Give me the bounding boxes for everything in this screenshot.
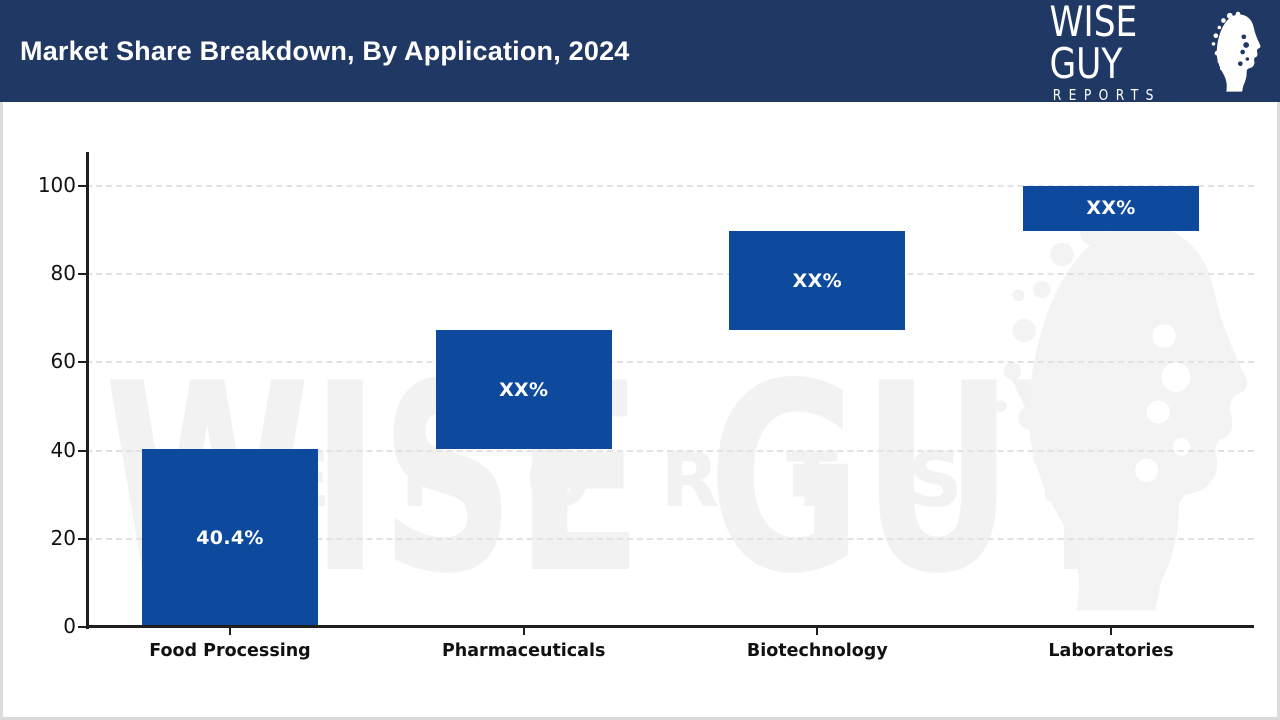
bar-food-processing: 40.4%	[142, 448, 318, 627]
bar-value-label-biotechnology: XX%	[792, 269, 842, 292]
y-axis-tick-20	[78, 537, 86, 540]
y-axis-tick-80	[78, 273, 86, 276]
y-axis-tick-label-0: 0	[63, 614, 76, 638]
gridline-80	[86, 273, 1254, 276]
bar-value-label-laboratories: XX%	[1086, 197, 1136, 220]
bar-laboratories: XX%	[1023, 186, 1199, 231]
bar-value-label-food-processing: 40.4%	[196, 526, 264, 549]
y-axis-tick-40	[78, 449, 86, 452]
y-axis-tick-label-40: 40	[50, 437, 76, 462]
figure-border	[0, 102, 1280, 720]
x-axis-label-laboratories: Laboratories	[1048, 641, 1174, 661]
y-axis-line	[86, 152, 89, 629]
logo-wiseguy-text: WISE GUY	[1049, 0, 1138, 88]
x-axis-label-pharmaceuticals: Pharmaceuticals	[441, 641, 606, 661]
y-axis-tick-0	[78, 626, 86, 628]
y-axis-tick-label-60: 60	[50, 349, 76, 374]
x-axis-label-biotechnology: Biotechnology	[746, 641, 888, 661]
y-axis-tick-label-20: 20	[50, 525, 76, 550]
x-axis-label-food-processing: Food Processing	[149, 641, 311, 661]
gridline-100	[86, 185, 1254, 187]
logo-text: WISE GUY REPORTS	[1049, 1, 1202, 103]
x-axis-tick-food-processing	[229, 628, 231, 635]
y-axis-tick-label-100: 100	[37, 173, 76, 197]
wise-guy-reports-logo: WISE GUY REPORTS	[1016, 1, 1266, 103]
x-axis-tick-laboratories	[1110, 628, 1112, 635]
chart-title: Market Share Breakdown, By Application, …	[20, 35, 630, 66]
logo-face-icon	[1211, 11, 1261, 92]
x-axis-tick-pharmaceuticals	[522, 628, 525, 635]
gridline-60	[86, 361, 1254, 364]
header-bar: Market Share Breakdown, By Application, …	[0, 0, 1280, 103]
watermark-face-icon	[995, 210, 1247, 611]
bar-pharmaceuticals: XX%	[435, 330, 612, 449]
x-axis-line	[86, 625, 1254, 628]
x-axis-tick-biotechnology	[816, 628, 819, 635]
bar-value-label-pharmaceuticals: XX%	[499, 378, 549, 401]
gridline-20	[86, 537, 1254, 540]
gridline-40	[86, 449, 1254, 452]
y-axis-tick-60	[78, 361, 86, 364]
logo-reports-text: REPORTS	[1052, 86, 1161, 104]
y-axis-tick-100	[78, 185, 86, 187]
bar-biotechnology: XX%	[729, 230, 906, 331]
y-axis-tick-label-80: 80	[50, 261, 76, 286]
